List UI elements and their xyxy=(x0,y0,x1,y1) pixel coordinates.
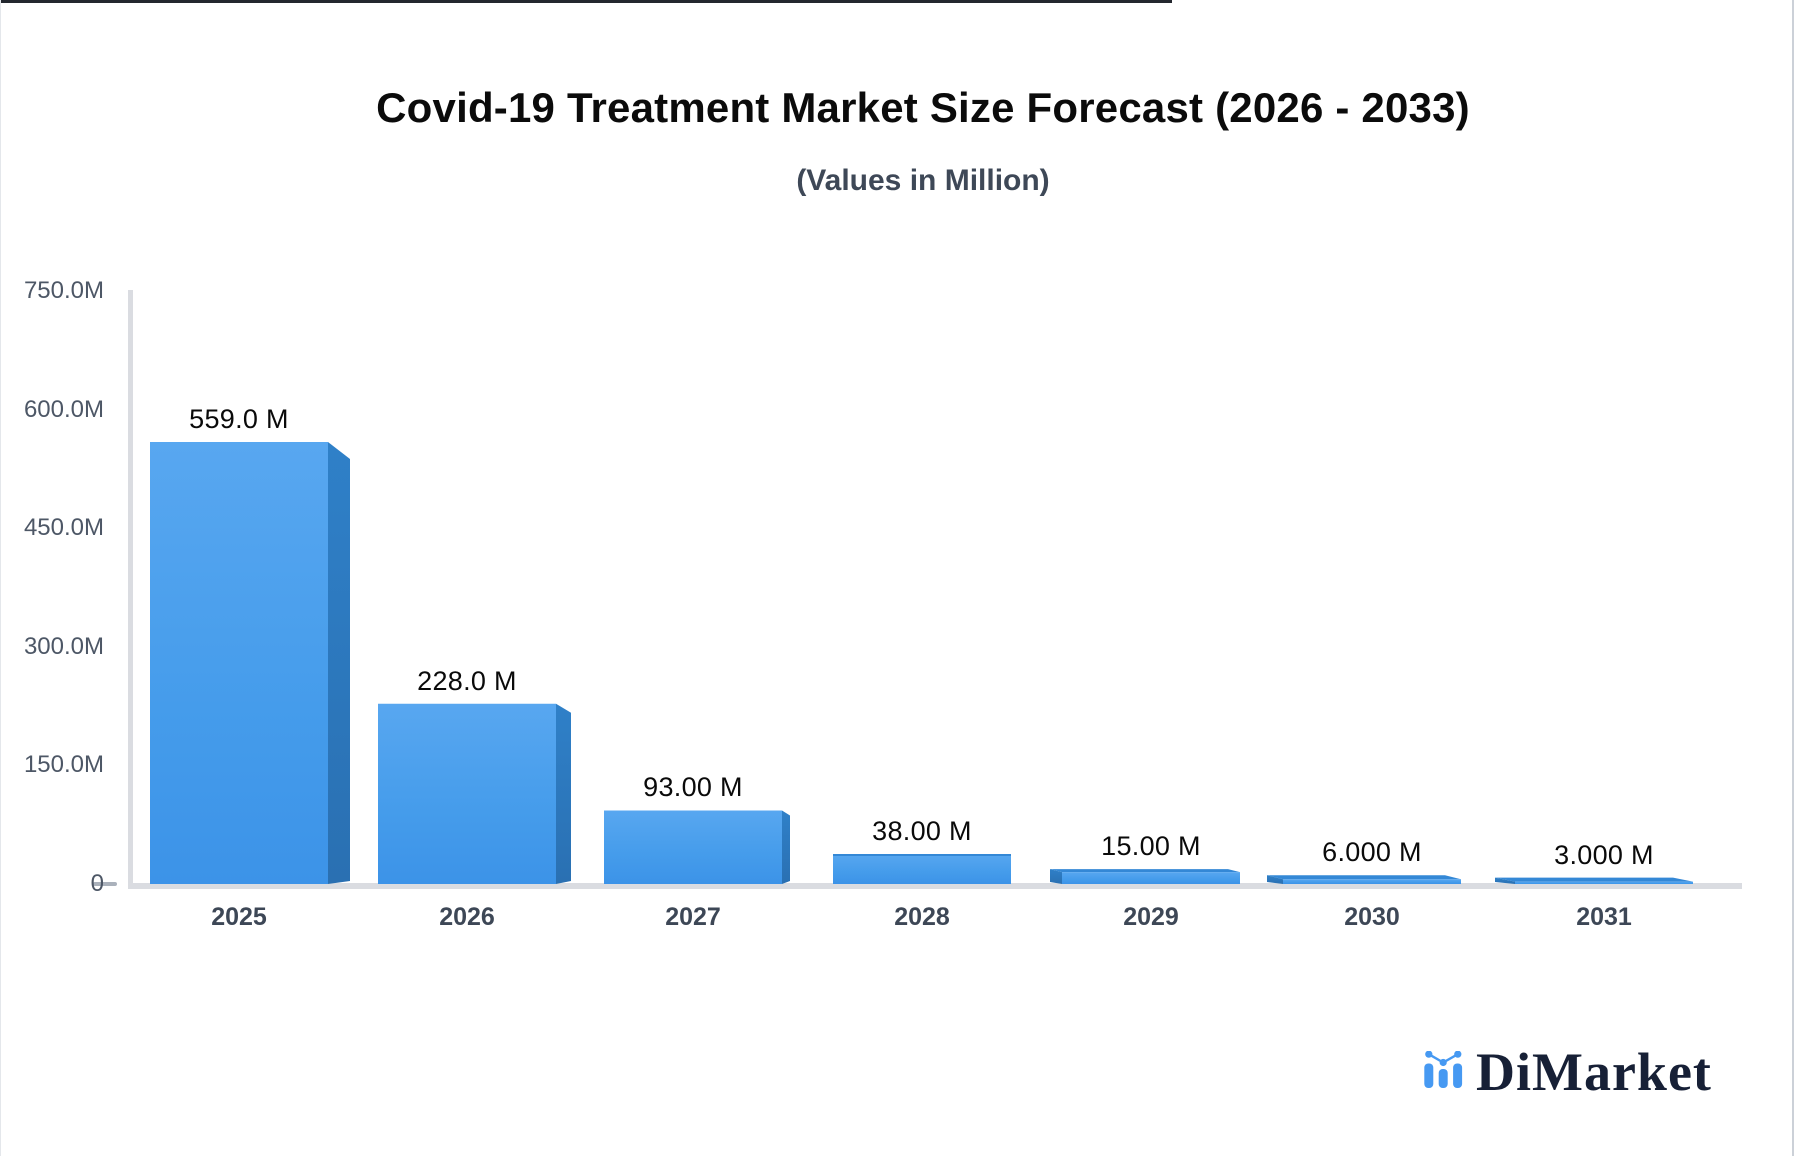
dimarket-logo-text: DiMarket xyxy=(1476,1042,1712,1102)
bar-side-face xyxy=(1495,877,1515,884)
bar-top-face xyxy=(1267,875,1461,880)
bar-side-face xyxy=(782,810,790,884)
x-tick-2025: 2025 xyxy=(211,903,267,931)
bar-2030[interactable] xyxy=(1267,875,1461,884)
bar-top-face xyxy=(1495,877,1693,882)
bar-side-face xyxy=(328,442,350,884)
bar-value-label: 228.0 M xyxy=(417,665,517,696)
bar-2028[interactable] xyxy=(833,853,1011,884)
dimarket-logo[interactable]: DiMarket xyxy=(1424,1040,1754,1110)
bar-value-label: 15.00 M xyxy=(1101,831,1201,862)
screenshot-left-border xyxy=(0,0,1,1156)
x-axis-line xyxy=(128,883,1742,889)
x-tick-2029: 2029 xyxy=(1123,903,1179,931)
bar-front-face xyxy=(1062,872,1240,884)
y-tick-150.0M: 150.0M xyxy=(23,751,104,779)
bar-2027[interactable] xyxy=(604,810,790,884)
bar-side-face xyxy=(1267,875,1283,884)
screenshot-right-border xyxy=(1792,0,1794,1156)
bar-value-label: 3.000 M xyxy=(1554,839,1654,870)
y-axis-line xyxy=(128,290,133,887)
bar-side-face xyxy=(1050,869,1062,884)
x-tick-2028: 2028 xyxy=(894,903,950,931)
bar-top-face xyxy=(1050,869,1240,873)
bar-2026[interactable] xyxy=(378,703,571,884)
bar-2029[interactable] xyxy=(1050,869,1240,884)
bar-side-face xyxy=(556,703,571,884)
bar-front-face xyxy=(378,703,556,884)
bar-2025[interactable] xyxy=(150,442,350,884)
y-tick-750.0M: 750.0M xyxy=(23,277,104,304)
y-tick-450.0M: 450.0M xyxy=(23,514,104,542)
bar-front-face xyxy=(1515,881,1693,884)
chart-title: Covid-19 Treatment Market Size Forecast … xyxy=(376,84,1470,131)
x-tick-2030: 2030 xyxy=(1344,903,1400,931)
screenshot-top-border xyxy=(0,0,1172,3)
y-tick-0: 0 xyxy=(90,870,104,897)
dimarket-logo-icon xyxy=(1424,1051,1463,1088)
x-tick-2031: 2031 xyxy=(1576,903,1632,931)
zero-tick-mark xyxy=(93,882,117,886)
bar-value-label: 38.00 M xyxy=(872,815,972,846)
x-tick-2026: 2026 xyxy=(439,903,495,931)
x-tick-2027: 2027 xyxy=(665,903,721,931)
y-tick-300.0M: 300.0M xyxy=(23,632,104,660)
bar-front-face xyxy=(150,442,328,884)
bar-front-face xyxy=(604,810,782,884)
bar-front-face xyxy=(833,853,1011,884)
chart-subtitle: (Values in Million) xyxy=(796,164,1050,197)
bar-front-face xyxy=(1283,879,1461,884)
y-tick-600.0M: 600.0M xyxy=(23,395,104,423)
bar-value-label: 559.0 M xyxy=(189,404,289,435)
bar-value-label: 93.00 M xyxy=(643,772,743,803)
bar-2031[interactable] xyxy=(1495,877,1693,884)
bar-value-label: 6.000 M xyxy=(1322,837,1422,868)
bar-top-edge xyxy=(833,853,1011,856)
